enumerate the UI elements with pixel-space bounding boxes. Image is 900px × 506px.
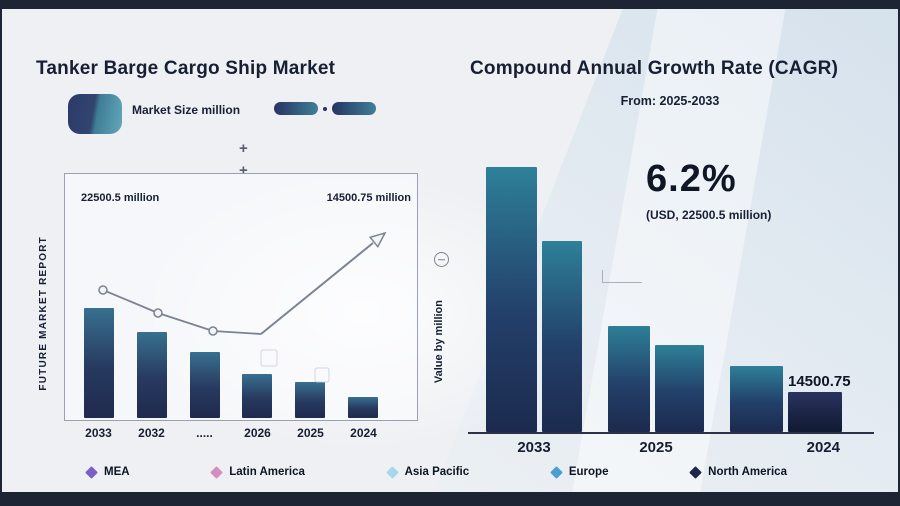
legend-item-asia-pacific: Asia Pacific bbox=[385, 465, 470, 479]
x-axis-label: 2032 bbox=[138, 426, 165, 440]
legend-diamond-icon bbox=[210, 465, 224, 479]
legend-diamond-icon bbox=[689, 465, 703, 479]
cagr-bar bbox=[654, 345, 704, 432]
market-size-bar bbox=[137, 332, 167, 418]
market-size-bar bbox=[347, 397, 378, 418]
x-axis-label: 2026 bbox=[244, 426, 271, 440]
x-axis-label: ..... bbox=[196, 426, 213, 440]
trend-arrow bbox=[98, 231, 387, 383]
market-size-icon bbox=[68, 94, 122, 134]
cagr-bar-group bbox=[486, 167, 582, 432]
x-axis-label: 2025 bbox=[639, 439, 673, 456]
x-axis-label: 2024 bbox=[350, 426, 377, 440]
legend-diamond-icon bbox=[85, 465, 98, 479]
cagr-bar-group bbox=[730, 366, 842, 432]
cagr-bar bbox=[608, 326, 650, 432]
legend-item-latin-america: Latin America bbox=[210, 465, 305, 479]
market-size-bar bbox=[84, 308, 115, 418]
legend-item-europe: Europe bbox=[549, 465, 609, 479]
right-chart-title: Compound Annual Growth Rate (CAGR) bbox=[470, 58, 839, 79]
plus-mark: + bbox=[239, 140, 248, 157]
value-by-million-label: Value by million bbox=[433, 300, 445, 384]
legend-diamond-icon bbox=[549, 465, 563, 479]
left-bar-column bbox=[336, 397, 389, 418]
x-axis-label: 2033 bbox=[517, 439, 551, 456]
legend-label: Asia Pacific bbox=[404, 466, 470, 478]
market-size-chart: 22500.5 million 14500.75 million bbox=[64, 173, 418, 421]
legend-item-north-america: North America bbox=[689, 465, 787, 479]
max-value-label: 22500.5 million bbox=[81, 192, 160, 204]
x-axis-label: 2033 bbox=[85, 426, 112, 440]
left-bar-column bbox=[73, 308, 126, 418]
bracket-decoration bbox=[602, 270, 642, 283]
cagr-value: 6.2% bbox=[646, 158, 737, 200]
market-size-bar bbox=[295, 382, 326, 418]
pill-dot-icon bbox=[323, 106, 327, 111]
market-size-bar bbox=[242, 374, 273, 418]
circled-minus-icon bbox=[434, 252, 449, 267]
region-legend: MEA Latin America Asia Pacific Europe North … bbox=[85, 465, 787, 479]
x-axis-label: 2024 bbox=[806, 439, 840, 456]
cagr-bar bbox=[788, 392, 842, 432]
scale-pills-icon bbox=[274, 102, 376, 115]
top-border bbox=[2, 2, 898, 9]
legend-diamond-icon bbox=[385, 465, 399, 479]
left-bar-column bbox=[126, 332, 179, 418]
pill-icon bbox=[332, 102, 376, 115]
legend-label: North America bbox=[708, 466, 787, 478]
cagr-bar bbox=[486, 167, 538, 432]
legend-label: MEA bbox=[104, 466, 130, 478]
value-annotation: 14500.75 bbox=[788, 373, 851, 390]
left-x-labels: 2033 2032..... 2026 2025 2024 bbox=[64, 426, 418, 440]
x-axis-line bbox=[468, 432, 874, 434]
left-bar-column bbox=[178, 352, 231, 418]
market-size-bar bbox=[189, 352, 220, 418]
left-chart-title: Tanker Barge Cargo Ship Market bbox=[36, 58, 336, 79]
left-bars bbox=[73, 308, 389, 418]
left-bar-column bbox=[231, 374, 284, 418]
legend-label: Latin America bbox=[229, 466, 305, 478]
legend-label: Europe bbox=[568, 466, 609, 478]
cagr-period-label: From: 2025-2033 bbox=[620, 94, 720, 108]
left-bar-column bbox=[284, 382, 337, 418]
min-value-label: 14500.75 million bbox=[326, 192, 411, 204]
right-x-labels: 2033 2025 2024 bbox=[472, 439, 842, 456]
market-size-legend-label: Market Size million bbox=[132, 103, 241, 117]
legend-item-mea: MEA bbox=[85, 465, 130, 479]
bottom-border bbox=[2, 492, 898, 504]
cagr-bar bbox=[542, 241, 582, 432]
x-axis-label: 2025 bbox=[297, 426, 324, 440]
plus-mark: + bbox=[239, 162, 248, 179]
cagr-bar bbox=[730, 366, 783, 432]
cagr-note: (USD, 22500.5 million) bbox=[646, 208, 772, 222]
future-market-report-label: FUTURE MARKET REPORT bbox=[38, 236, 49, 391]
cagr-bar-group bbox=[608, 326, 704, 432]
pill-icon bbox=[274, 102, 318, 115]
right-bars bbox=[472, 162, 872, 432]
